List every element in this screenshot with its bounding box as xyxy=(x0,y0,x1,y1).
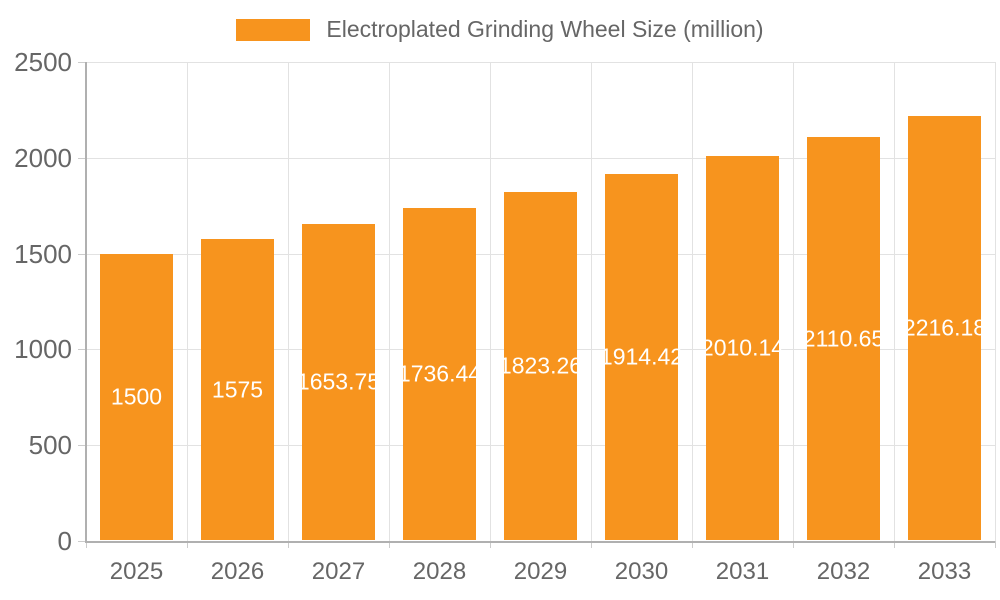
bar-value-label: 1823.26 xyxy=(498,352,583,379)
gridline-vertical xyxy=(995,62,996,541)
x-axis-tick xyxy=(692,541,693,548)
gridline-vertical xyxy=(692,62,693,541)
gridline-horizontal xyxy=(86,158,995,159)
bar-value-label: 1653.75 xyxy=(296,368,381,395)
x-axis-label: 2025 xyxy=(109,558,164,585)
bar-2032[interactable]: 2110.65 xyxy=(803,137,884,540)
x-axis-label: 2032 xyxy=(816,558,871,585)
x-axis-tick xyxy=(995,541,996,548)
bar-value-label: 1736.44 xyxy=(397,360,482,387)
bar-value-label: 1914.42 xyxy=(599,343,684,370)
x-axis-tick xyxy=(793,541,794,548)
x-axis-tick xyxy=(288,541,289,548)
legend: Electroplated Grinding Wheel Size (milli… xyxy=(0,16,1000,43)
y-axis-tick xyxy=(78,349,86,350)
legend-label: Electroplated Grinding Wheel Size (milli… xyxy=(326,16,764,42)
x-axis-label: 2028 xyxy=(412,558,467,585)
gridline-vertical xyxy=(591,62,592,541)
y-axis-label: 0 xyxy=(57,526,72,556)
x-axis-tick xyxy=(86,541,87,548)
y-axis-tick xyxy=(78,445,86,446)
bar-2027[interactable]: 1653.75 xyxy=(297,224,380,540)
y-axis-tick xyxy=(78,254,86,255)
gridline-vertical xyxy=(187,62,188,541)
x-axis-label: 2033 xyxy=(917,558,972,585)
bar-value-label: 1500 xyxy=(110,383,163,410)
bar-value-label: 1575 xyxy=(211,376,264,402)
bar-2025[interactable]: 1500 xyxy=(100,254,173,540)
y-axis-tick xyxy=(78,158,86,159)
x-axis-label: 2026 xyxy=(210,558,265,585)
x-axis-tick xyxy=(389,541,390,548)
bar-value-label: 2010.14 xyxy=(700,334,785,361)
gridline-vertical xyxy=(793,62,794,541)
x-axis-line xyxy=(86,541,995,543)
y-axis-label: 1000 xyxy=(14,334,72,364)
x-axis-label: 2029 xyxy=(513,558,568,585)
x-axis-tick xyxy=(187,541,188,548)
x-axis-tick xyxy=(490,541,491,548)
y-axis-label: 2500 xyxy=(14,47,72,77)
bar-value-label: 2216.18 xyxy=(902,314,987,341)
bar-value-label: 2110.65 xyxy=(802,325,885,351)
y-axis-label: 1500 xyxy=(14,239,72,269)
x-axis-tick xyxy=(591,541,592,548)
x-axis-tick xyxy=(894,541,895,548)
y-axis-tick xyxy=(78,62,86,63)
legend-item[interactable]: Electroplated Grinding Wheel Size (milli… xyxy=(236,16,764,43)
bar-2031[interactable]: 2010.14 xyxy=(701,156,784,540)
gridline-vertical xyxy=(490,62,491,541)
gridline-vertical xyxy=(288,62,289,541)
x-axis-label: 2031 xyxy=(715,558,770,585)
x-axis-label: 2030 xyxy=(614,558,669,585)
y-axis-label: 2000 xyxy=(14,143,72,173)
bar-2029[interactable]: 1823.26 xyxy=(499,192,582,540)
bar-2028[interactable]: 1736.44 xyxy=(398,208,481,540)
gridline-vertical xyxy=(389,62,390,541)
gridline-horizontal xyxy=(86,62,995,63)
x-axis-label: 2027 xyxy=(311,558,366,585)
bar-2026[interactable]: 1575 xyxy=(201,239,274,540)
bar-2030[interactable]: 1914.42 xyxy=(600,174,683,540)
y-axis-tick xyxy=(78,541,86,542)
legend-swatch-icon xyxy=(236,18,311,41)
y-axis-line xyxy=(85,62,87,543)
bar-2033[interactable]: 2216.18 xyxy=(903,116,986,540)
y-axis-label: 500 xyxy=(28,430,72,460)
gridline-vertical xyxy=(894,62,895,541)
